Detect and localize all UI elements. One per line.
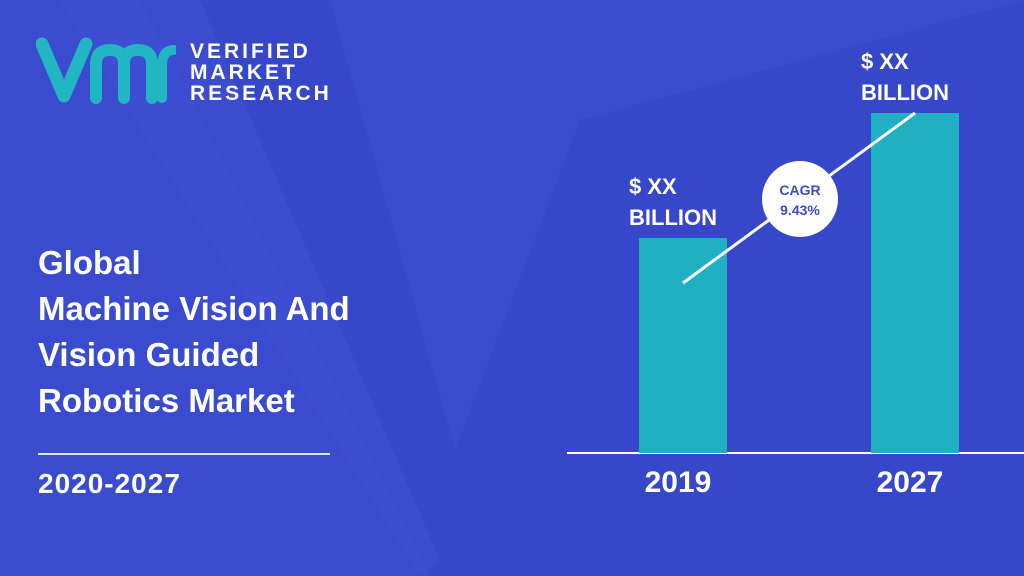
forecast-period: 2020-2027: [38, 468, 181, 499]
x-tick-label: 2027: [877, 466, 944, 499]
cagr-label: 9.43%: [780, 202, 820, 218]
report-title: Global Machine Vision And Vision Guided …: [38, 240, 350, 424]
title-divider: [38, 453, 330, 455]
title-line: Machine Vision And: [38, 290, 350, 327]
data-label: BILLION: [629, 205, 717, 230]
brand-name-line: VERIFIED: [190, 39, 311, 63]
data-label: $ XX: [629, 174, 677, 199]
data-label: $ XX: [861, 49, 909, 74]
title-line: Global: [38, 244, 141, 281]
cagr-label: CAGR: [779, 182, 820, 198]
bar-2027: [871, 113, 959, 453]
title-line: Vision Guided: [38, 336, 260, 373]
brand-name: VERIFIED MARKET RESEARCH: [190, 41, 332, 104]
brand-name-line: MARKET: [190, 60, 298, 84]
brand-name-line: RESEARCH: [190, 81, 332, 105]
vmr-logo-icon: [36, 37, 176, 104]
cagr-badge: [762, 161, 838, 237]
bar-2019: [639, 238, 727, 453]
brand-logo[interactable]: VERIFIED MARKET RESEARCH: [36, 36, 332, 108]
data-label: BILLION: [861, 80, 949, 105]
x-tick-label: 2019: [645, 466, 712, 499]
title-line: Robotics Market: [38, 382, 295, 419]
